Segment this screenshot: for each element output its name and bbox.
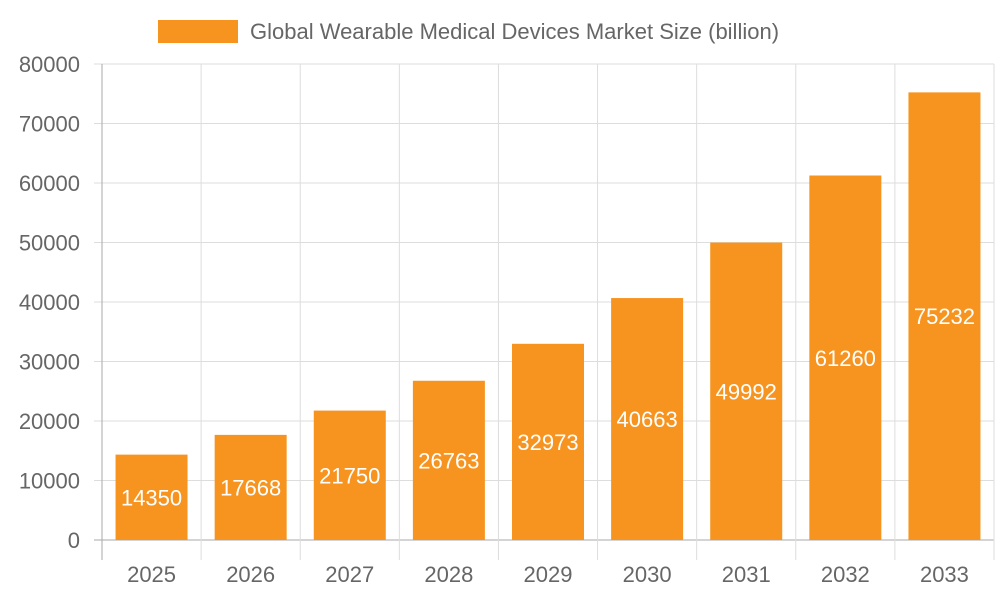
y-tick-label: 80000 [19,52,80,77]
data-label: 26763 [418,448,479,473]
legend-label: Global Wearable Medical Devices Market S… [250,19,779,44]
grid [94,63,995,560]
data-label: 14350 [121,485,182,510]
y-tick-label: 70000 [19,112,80,137]
y-tick-label: 40000 [19,290,80,315]
data-label: 75232 [914,304,975,329]
bar [908,92,981,540]
data-label: 32973 [517,430,578,455]
bar [710,242,783,540]
x-tick-label: 2031 [722,562,771,587]
data-label: 61260 [815,346,876,371]
bar [313,410,386,540]
data-labels: 14350 17668 21750 26763 32973 40663 49992 61260… [121,304,975,510]
x-tick-label: 2032 [821,562,870,587]
bar [214,434,287,540]
y-tick-label: 0 [68,528,80,553]
x-tick-label: 2025 [127,562,176,587]
bar [611,298,684,540]
bar [809,175,882,541]
bar [115,454,188,540]
x-axis: 2025 2026 2027 2028 2029 2030 2031 2032 2033 [127,562,969,587]
bar [412,380,485,540]
x-tick-label: 2026 [226,562,275,587]
legend[interactable]: Global Wearable Medical Devices Market S… [158,19,779,44]
y-tick-label: 50000 [19,231,80,256]
bars [115,92,981,541]
y-axis: 0 10000 20000 30000 40000 50000 60000 70000 8000… [19,52,80,553]
x-tick-label: 2027 [325,562,374,587]
x-tick-label: 2028 [424,562,473,587]
data-label: 17668 [220,475,281,500]
x-tick-label: 2030 [623,562,672,587]
data-label: 40663 [617,407,678,432]
data-label: 21750 [319,463,380,488]
y-tick-label: 10000 [19,469,80,494]
y-tick-label: 20000 [19,409,80,434]
x-tick-label: 2033 [920,562,969,587]
y-tick-label: 60000 [19,171,80,196]
y-tick-label: 30000 [19,350,80,375]
data-label: 49992 [716,379,777,404]
bar [512,343,584,540]
x-tick-label: 2029 [524,562,573,587]
legend-swatch [158,20,238,43]
